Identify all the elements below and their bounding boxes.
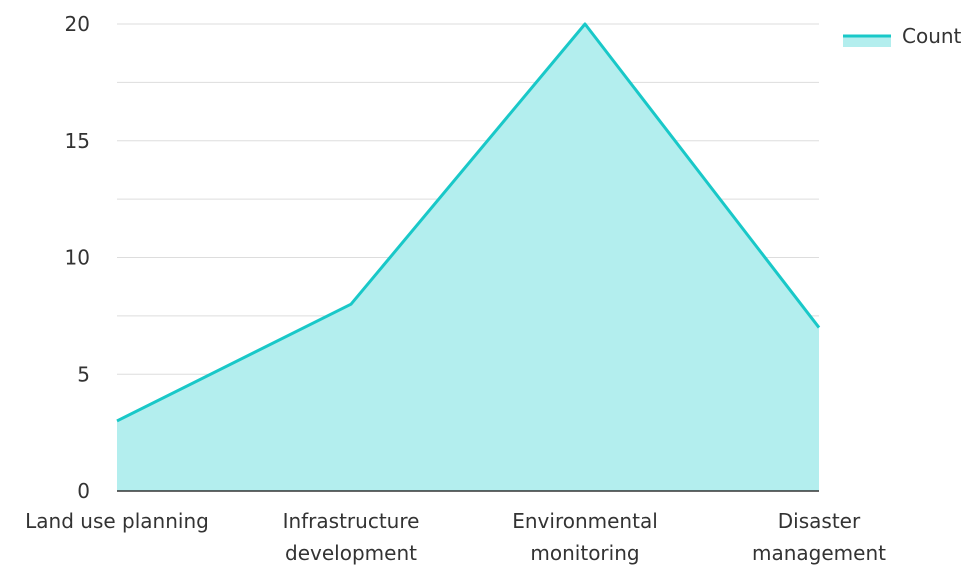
x-tick-label: Environmental monitoring: [512, 509, 658, 565]
legend-label-count: Count: [902, 24, 962, 48]
y-tick-label: 5: [77, 362, 90, 386]
y-tick-label: 20: [65, 12, 90, 36]
x-tick-label: Disaster management: [752, 509, 886, 565]
series-area-count: [117, 24, 819, 491]
x-tick-label: Infrastructure development: [283, 509, 420, 565]
x-axis-ticks: Land use planning Infrastructure developme…: [25, 509, 886, 565]
y-tick-label: 10: [65, 246, 90, 270]
x-tick-label: Land use planning: [25, 509, 209, 533]
y-tick-label: 15: [65, 129, 90, 153]
legend: Count: [843, 24, 962, 48]
y-axis-ticks: 0 5 10 15 20: [65, 12, 90, 503]
series-line-count: [116, 22, 821, 423]
y-tick-label: 0: [77, 479, 90, 503]
legend-swatch-fill: [843, 36, 891, 47]
